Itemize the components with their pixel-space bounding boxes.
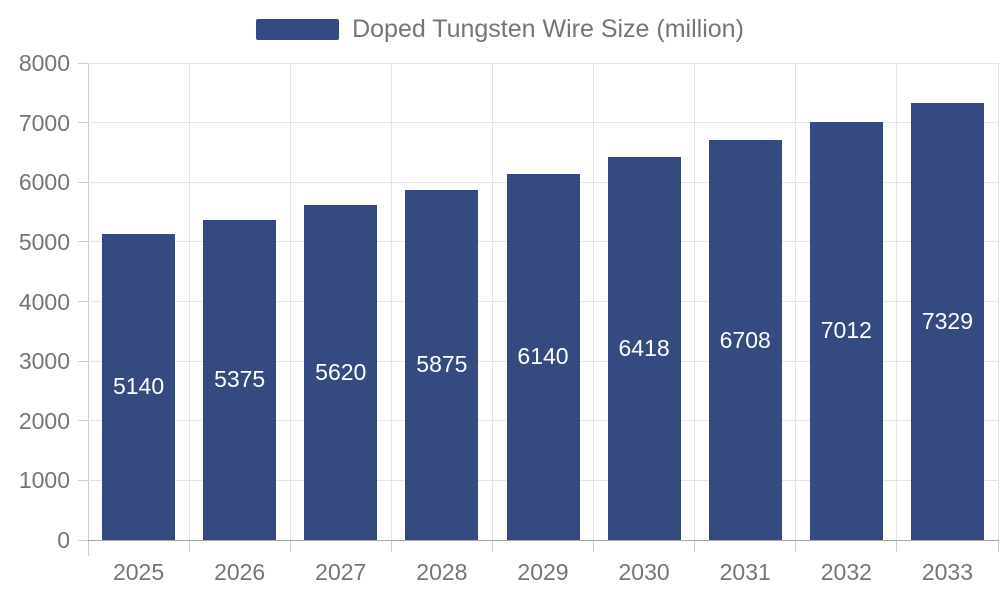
- bar-2030[interactable]: 6418: [607, 157, 681, 540]
- x-tick-label: 2031: [719, 559, 771, 585]
- bar-2033[interactable]: 7329: [910, 103, 984, 540]
- x-tick: [896, 541, 898, 552]
- x-gridline: [289, 63, 291, 540]
- x-tick: [289, 541, 291, 552]
- x-tick-label: 2027: [315, 559, 367, 585]
- y-tick: [78, 62, 88, 64]
- y-tick-label: 4000: [18, 288, 70, 315]
- bar-2028[interactable]: 5875: [405, 189, 479, 540]
- x-gridline: [491, 63, 493, 540]
- bar-2027[interactable]: 5620: [304, 204, 378, 540]
- y-tick-label: 6000: [18, 169, 70, 196]
- x-gridline: [694, 63, 696, 540]
- x-tick-label: 2029: [517, 559, 569, 585]
- x-gridline: [795, 63, 797, 540]
- y-tick-label: 5000: [18, 228, 70, 255]
- y-axis-line: [88, 63, 89, 556]
- x-tick: [593, 541, 595, 552]
- x-tick-label: 2026: [214, 559, 266, 585]
- x-gridline: [593, 63, 595, 540]
- y-tick-label: 8000: [18, 50, 70, 76]
- y-tick: [78, 539, 88, 541]
- bar-value-label: 6708: [719, 326, 771, 353]
- y-tick: [78, 181, 88, 183]
- x-tick-label: 2025: [112, 559, 165, 585]
- bar-value-label: 5875: [416, 351, 468, 378]
- y-tick: [78, 241, 88, 243]
- bar-2032[interactable]: 7012: [809, 121, 883, 540]
- bar-value-label: 7329: [921, 307, 974, 334]
- x-gridline: [997, 63, 999, 540]
- bar-2026[interactable]: 5375: [203, 219, 277, 540]
- legend-label: Doped Tungsten Wire Size (million): [352, 15, 744, 43]
- x-tick: [390, 541, 392, 552]
- bar-value-label: 6418: [618, 335, 670, 362]
- y-tick: [78, 301, 88, 302]
- bar-value-label: 6140: [517, 343, 569, 370]
- y-tick: [78, 360, 88, 362]
- x-tick-label: 2033: [921, 559, 974, 585]
- x-tick: [188, 541, 190, 552]
- y-tick: [78, 479, 88, 481]
- x-tick: [795, 541, 797, 552]
- x-tick-label: 2032: [820, 559, 872, 585]
- x-tick: [87, 541, 89, 552]
- bar-2025[interactable]: 5140: [102, 233, 176, 540]
- x-gridline: [188, 63, 190, 540]
- y-tick: [78, 122, 88, 124]
- bar-2029[interactable]: 6140: [506, 173, 580, 540]
- y-tick-label: 2000: [18, 407, 70, 434]
- y-tick-label: 0: [57, 527, 70, 553]
- y-tick: [78, 420, 88, 422]
- x-tick-label: 2028: [416, 559, 468, 585]
- x-tick-label: 2030: [618, 559, 670, 585]
- bar-2031[interactable]: 6708: [708, 140, 782, 540]
- y-tick-label: 7000: [18, 109, 70, 136]
- x-gridline: [896, 63, 898, 540]
- y-tick-label: 1000: [18, 467, 70, 494]
- bar-value-label: 5140: [112, 373, 165, 400]
- y-gridline: [88, 122, 998, 124]
- bar-value-label: 5620: [315, 358, 367, 385]
- plot-area: 5140 5375 5620 5875 6140 6418 6708 7012 7329: [88, 62, 999, 540]
- x-tick: [694, 541, 696, 552]
- bar-value-label: 7012: [820, 317, 872, 344]
- x-tick: [491, 541, 493, 552]
- x-tick: [997, 541, 999, 552]
- bar-value-label: 5375: [214, 366, 266, 393]
- x-gridline: [390, 63, 392, 540]
- x-axis-line: [88, 540, 999, 541]
- y-gridline: [88, 62, 998, 64]
- legend[interactable]: Doped Tungsten Wire Size (million): [0, 15, 1000, 44]
- legend-swatch: [256, 19, 340, 40]
- y-tick-label: 3000: [18, 348, 70, 375]
